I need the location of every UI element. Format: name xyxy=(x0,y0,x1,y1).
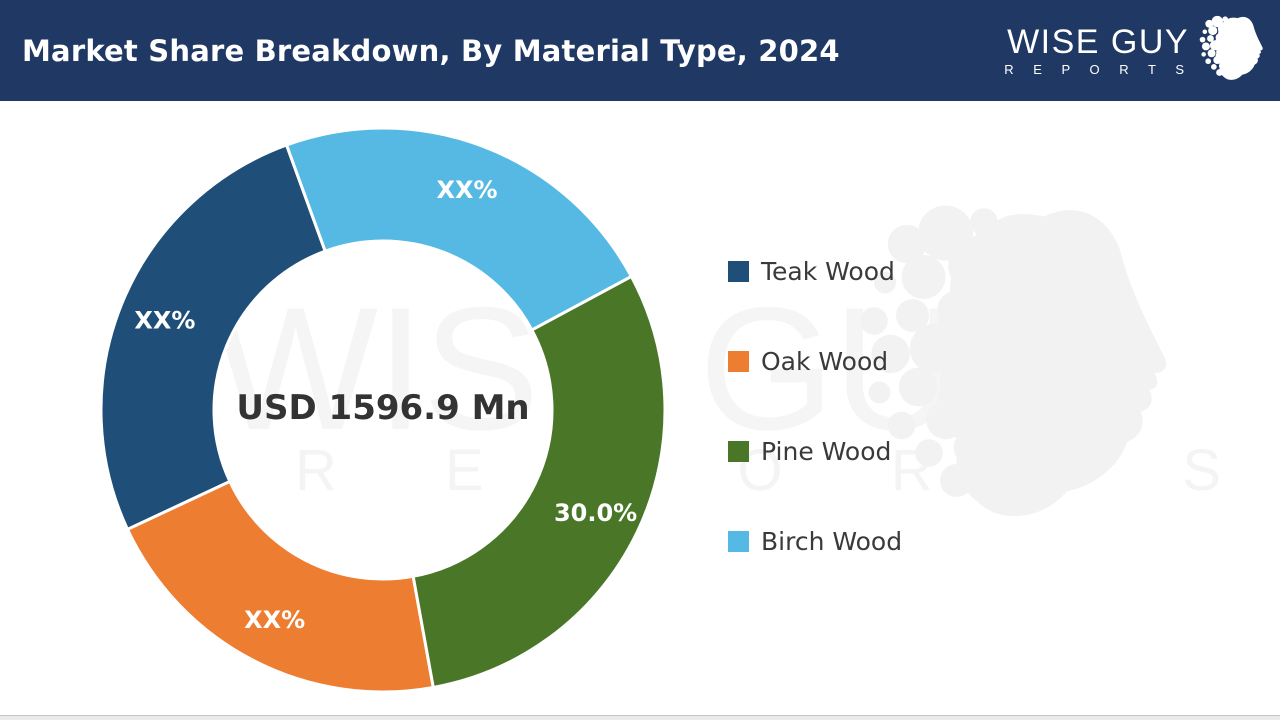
page-title: Market Share Breakdown, By Material Type… xyxy=(22,33,840,68)
legend-label: Teak Wood xyxy=(761,256,895,286)
legend-label: Birch Wood xyxy=(761,526,903,556)
legend-swatch xyxy=(728,260,749,282)
segment-label-oak-wood: XX% xyxy=(244,606,305,634)
chart-legend: Teak Wood Oak Wood Pine Wood Birch Wood xyxy=(728,247,902,565)
legend-item-teak-wood: Teak Wood xyxy=(728,247,902,295)
chart-center-value: USD 1596.9 Mn xyxy=(236,388,530,428)
legend-item-birch-wood: Birch Wood xyxy=(728,517,902,565)
legend-swatch xyxy=(728,440,749,462)
legend-label: Oak Wood xyxy=(761,346,889,376)
segment-label-teak-wood: XX% xyxy=(134,306,195,334)
wiseguy-face-icon xyxy=(1198,10,1266,92)
legend-swatch xyxy=(728,350,749,372)
legend-item-pine-wood: Pine Wood xyxy=(728,427,902,475)
logo-subtitle: R E P O R T S xyxy=(1004,62,1192,78)
wiseguy-logo: WISE GUY R E P O R T S xyxy=(1004,6,1266,96)
legend-item-oak-wood: Oak Wood xyxy=(728,337,902,385)
legend-swatch xyxy=(728,530,749,552)
legend-label: Pine Wood xyxy=(761,436,892,466)
pie-segment-birch-wood xyxy=(285,126,633,332)
footer-edge xyxy=(0,715,1280,720)
logo-name: WISE GUY xyxy=(1007,22,1190,61)
header: Market Share Breakdown, By Material Type… xyxy=(0,0,1280,101)
pie-segment-pine-wood xyxy=(411,274,667,689)
segment-label-birch-wood: XX% xyxy=(436,176,497,204)
pie-segment-teak-wood xyxy=(99,143,327,531)
donut-chart: XX% XX% 30.0% XX% xyxy=(99,126,667,694)
pie-segment-oak-wood xyxy=(126,480,435,694)
logo-text: WISE GUY R E P O R T S xyxy=(1004,22,1192,78)
segment-label-pine-wood: 30.0% xyxy=(554,499,637,527)
